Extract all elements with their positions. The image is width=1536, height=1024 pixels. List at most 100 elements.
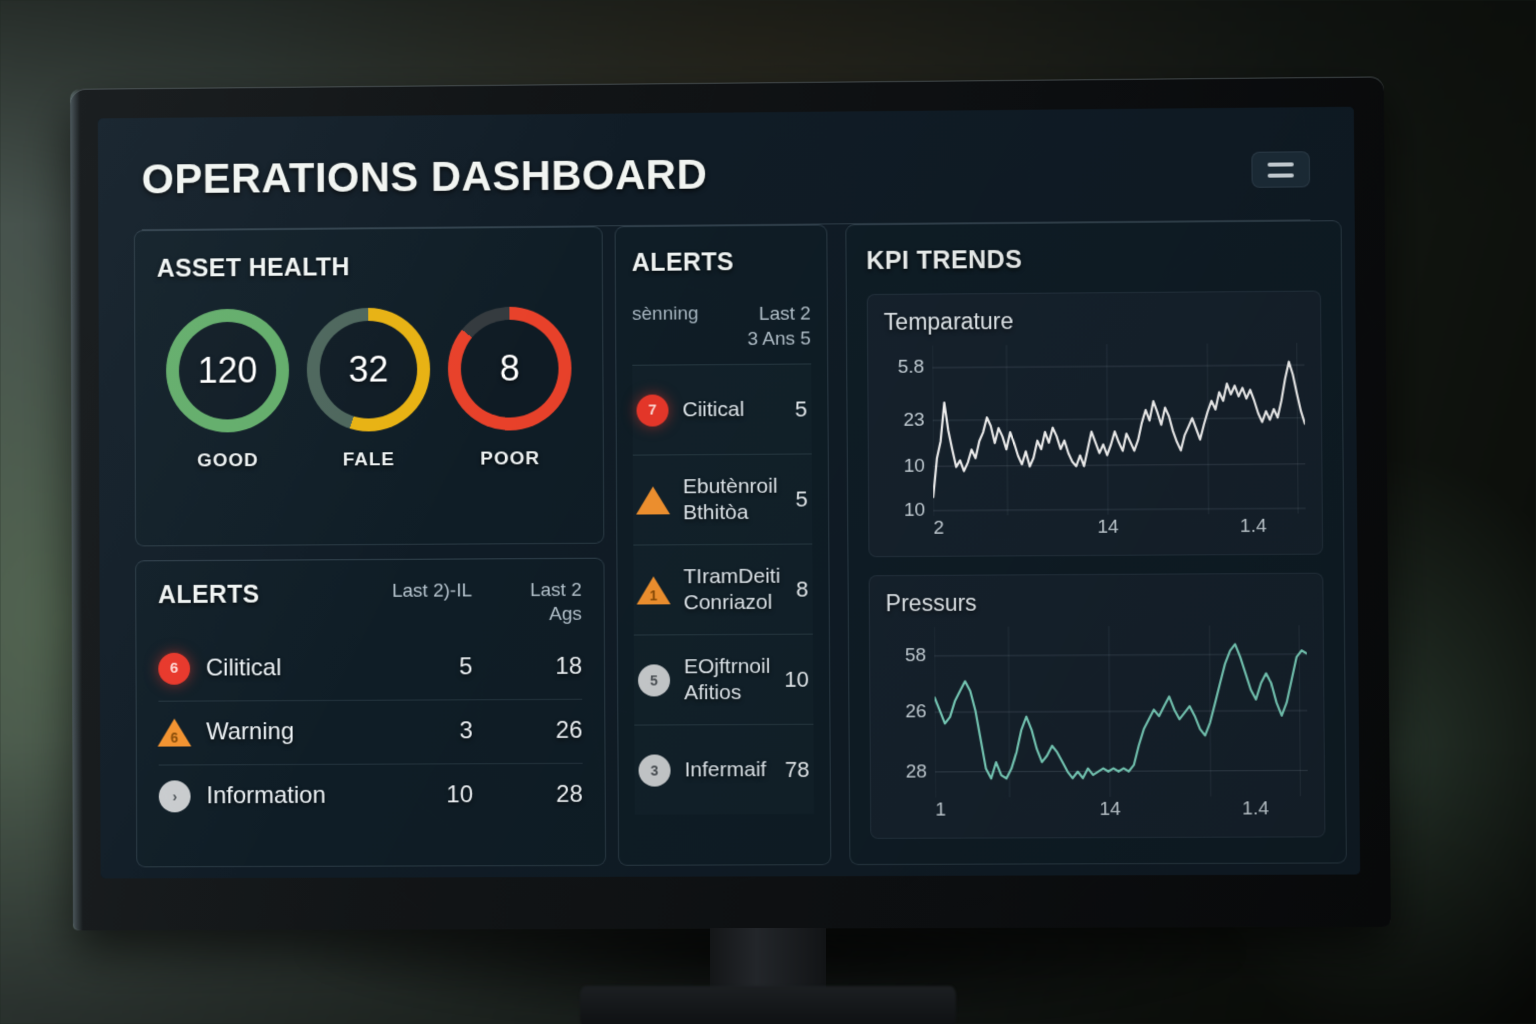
- alerts-summary-row[interactable]: 6 Cilitical 5 18: [158, 634, 582, 700]
- alerts-detail-row[interactable]: 3 Infermaif 78: [634, 724, 814, 816]
- alerts-detail-row[interactable]: 1 TIramDeiti Conriazol 8: [633, 543, 813, 635]
- operations-dashboard: OPERATIONS DASHBOARD ASSET HEALTH 120 GOO…: [97, 106, 1361, 879]
- y-axis-tick: 5.8: [897, 356, 925, 378]
- chart-canvas: [934, 625, 1308, 802]
- alert-count-b: 18: [555, 652, 583, 680]
- alert-detail-label: Ciitical: [682, 397, 745, 422]
- asset-gauge-poor: 8 POOR: [439, 306, 581, 471]
- gauge-value: 8: [499, 347, 520, 389]
- menu-bar-2: [1267, 172, 1294, 178]
- gauge-label: POOR: [480, 448, 541, 470]
- alert-detail-value: 8: [796, 576, 809, 602]
- alert-detail-label: TIramDeiti Conriazol: [683, 564, 781, 615]
- warning-triangle-icon: 1: [636, 574, 671, 606]
- alert-detail-label: EOjftrnoil Afitios: [683, 654, 771, 705]
- monitor-stand-base: [580, 986, 956, 1024]
- alert-name-cell: › Information: [158, 780, 354, 813]
- information-circle-icon: ›: [158, 780, 191, 813]
- page-title: OPERATIONS DASHBOARD: [141, 150, 708, 203]
- alerts-summary-row[interactable]: 6 Warning 3 26: [157, 698, 583, 765]
- kpi-chart-card-0: Temparature 5.8 23 10 10 2 14 1.4: [866, 290, 1323, 558]
- monitor: OPERATIONS DASHBOARD ASSET HEALTH 120 GOO…: [70, 76, 1391, 931]
- alerts-summary-header: ALERTS Last 2)-IL Last 2 Ags: [158, 579, 582, 629]
- x-axis-tick: 1: [935, 799, 947, 821]
- y-axis-tick: 28: [905, 760, 927, 783]
- gauge-label: FALE: [342, 449, 396, 471]
- alert-name-cell: 6 Warning: [157, 716, 354, 749]
- kpi-chart-card-1: Pressurs 58 26 28 1 14 1.4: [868, 572, 1326, 839]
- kpi-charts: Temparature 5.8 23 10 10 2 14 1.4 Pressurs 58 26 28…: [866, 290, 1326, 839]
- left-column: ASSET HEALTH 120 GOOD 32 FALE 8 POOR ALERTS L…: [133, 226, 607, 868]
- x-axis-tick: 14: [1097, 516, 1119, 538]
- alert-detail-value: 10: [784, 666, 810, 692]
- alerts-summary-row[interactable]: › Information 10 28: [158, 762, 583, 828]
- y-axis: 5.8 23 10 10: [884, 346, 929, 521]
- y-axis-tick: 10: [903, 455, 925, 477]
- alerts-col-a-header: Last 2)-IL: [392, 580, 473, 602]
- kpi-trends-title: KPI TRENDS: [866, 245, 1023, 276]
- chart-canvas: [932, 343, 1305, 521]
- gauge-ring: 120: [165, 308, 290, 433]
- alerts-detail-row[interactable]: Ebutènroil Bthitòa 5: [632, 453, 813, 545]
- y-axis-tick: 10: [903, 499, 926, 521]
- alert-label: Information: [206, 781, 326, 810]
- kpi-trends-panel: KPI TRENDS Temparature 5.8 23 10 10 2 14 1.4 Pre…: [845, 220, 1347, 866]
- y-axis: 58 26 28: [886, 627, 931, 798]
- x-axis-tick: 1.4: [1239, 515, 1267, 538]
- menu-bar-1: [1267, 161, 1294, 167]
- alert-detail-value: 78: [784, 756, 810, 782]
- gauge-center: 32: [319, 320, 418, 419]
- gauge-value: 120: [197, 349, 258, 391]
- alert-label: Cilitical: [205, 653, 282, 682]
- asset-health-gauges: 120 GOOD 32 FALE 8 POOR: [157, 306, 581, 472]
- alerts-detail-sub-label: sènning: [631, 303, 699, 325]
- dashboard-columns: ASSET HEALTH 120 GOOD 32 FALE 8 POOR ALERTS L…: [98, 220, 1360, 868]
- alerts-detail-title: ALERTS: [631, 248, 735, 277]
- hamburger-menu-icon[interactable]: [1251, 151, 1311, 188]
- alert-detail-label: Infermaif: [684, 757, 767, 782]
- warning-triangle-icon: [635, 484, 671, 516]
- y-axis-tick: 58: [904, 644, 927, 667]
- y-axis-tick: 23: [903, 409, 925, 431]
- alert-detail-value: 5: [794, 396, 808, 422]
- alerts-summary-title: ALERTS: [157, 580, 260, 610]
- y-axis-tick: 26: [905, 701, 927, 723]
- x-axis-tick: 2: [933, 517, 945, 539]
- critical-circle-icon: 6: [158, 652, 191, 685]
- warning-triangle-icon: 6: [157, 717, 192, 749]
- asset-gauge-fale: 32 FALE: [298, 307, 440, 471]
- monitor-screen: OPERATIONS DASHBOARD ASSET HEALTH 120 GOO…: [97, 106, 1361, 879]
- information-circle-icon: 5: [637, 664, 671, 697]
- bezel-highlight: [70, 88, 83, 931]
- asset-health-title: ASSET HEALTH: [156, 253, 350, 283]
- alert-detail-label: Ebutènroil Bthitòa: [682, 474, 778, 525]
- alert-label: Warning: [206, 718, 295, 746]
- alerts-detail-row[interactable]: 7 Ciitical 5: [632, 363, 812, 455]
- x-axis-tick: 1.4: [1242, 798, 1269, 820]
- chart-plot: 5.8 23 10 10: [884, 343, 1306, 521]
- gauge-ring: 8: [447, 306, 572, 431]
- alert-count-a: 5: [458, 652, 473, 680]
- alert-name-cell: 6 Cilitical: [158, 651, 353, 685]
- alerts-summary-rows: 6 Cilitical 5 18 6 Warning 3 26 › Information 10 28: [157, 634, 583, 828]
- right-column: KPI TRENDS Temparature 5.8 23 10 10 2 14 1.4 Pre…: [845, 220, 1347, 866]
- alerts-col-b-header: Last 2 Ags: [529, 579, 582, 625]
- alerts-detail-row[interactable]: 5 EOjftrnoil Afitios 10: [633, 633, 814, 725]
- chart-title: Pressurs: [885, 589, 977, 617]
- alerts-summary-panel: ALERTS Last 2)-IL Last 2 Ags 6 Cilitical 5 1…: [135, 557, 607, 868]
- critical-circle-icon: 7: [636, 394, 669, 427]
- information-circle-icon: 3: [638, 754, 671, 787]
- x-axis: 1 14 1.4: [935, 796, 1308, 828]
- asset-gauge-good: 120 GOOD: [157, 308, 298, 472]
- dashboard-header: OPERATIONS DASHBOARD: [98, 107, 1355, 204]
- alerts-detail-rows: 7 Ciitical 5 Ebutènroil Bthitòa 5 1 TIramDeiti C…: [632, 363, 814, 816]
- gauge-center: 8: [460, 319, 559, 418]
- alert-count-a: 10: [446, 781, 474, 809]
- alert-count-b: 26: [555, 716, 583, 744]
- x-axis-tick: 14: [1099, 798, 1121, 821]
- alert-count-b: 28: [556, 780, 583, 808]
- gauge-value: 32: [348, 348, 389, 390]
